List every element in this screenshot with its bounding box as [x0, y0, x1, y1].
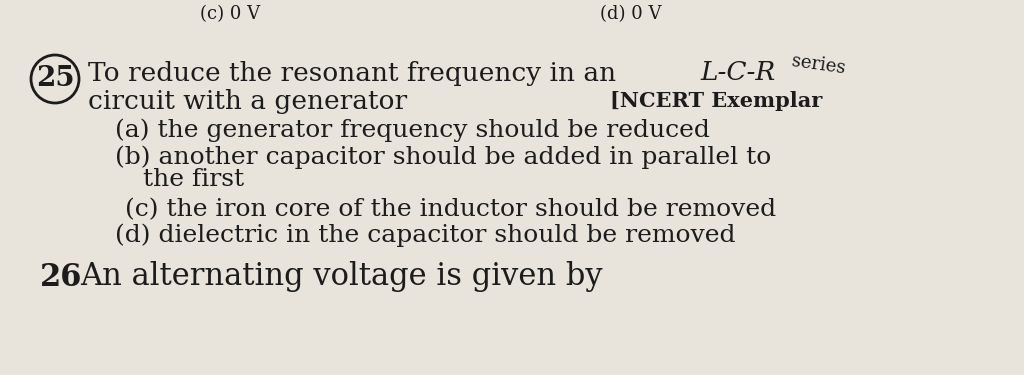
Text: 26: 26 — [40, 261, 82, 292]
Text: (a) the generator frequency should be reduced: (a) the generator frequency should be re… — [115, 118, 710, 142]
Text: series: series — [790, 53, 846, 78]
Text: circuit with a generator: circuit with a generator — [88, 88, 408, 114]
Text: To reduce the resonant frequency in an: To reduce the resonant frequency in an — [88, 60, 625, 86]
Text: the first: the first — [143, 168, 244, 192]
Text: (c) 0 V: (c) 0 V — [200, 5, 260, 23]
Text: 25: 25 — [36, 66, 75, 93]
Text: (d) 0 V: (d) 0 V — [600, 5, 662, 23]
Text: An alternating voltage is given by: An alternating voltage is given by — [80, 261, 603, 292]
Text: (d) dielectric in the capacitor should be removed: (d) dielectric in the capacitor should b… — [115, 223, 735, 247]
Text: (b) another capacitor should be added in parallel to: (b) another capacitor should be added in… — [115, 145, 771, 169]
Text: (c) the iron core of the inductor should be removed: (c) the iron core of the inductor should… — [125, 198, 776, 222]
Text: [NCERT Exemplar: [NCERT Exemplar — [610, 91, 822, 111]
Text: L-C-R: L-C-R — [700, 60, 775, 86]
